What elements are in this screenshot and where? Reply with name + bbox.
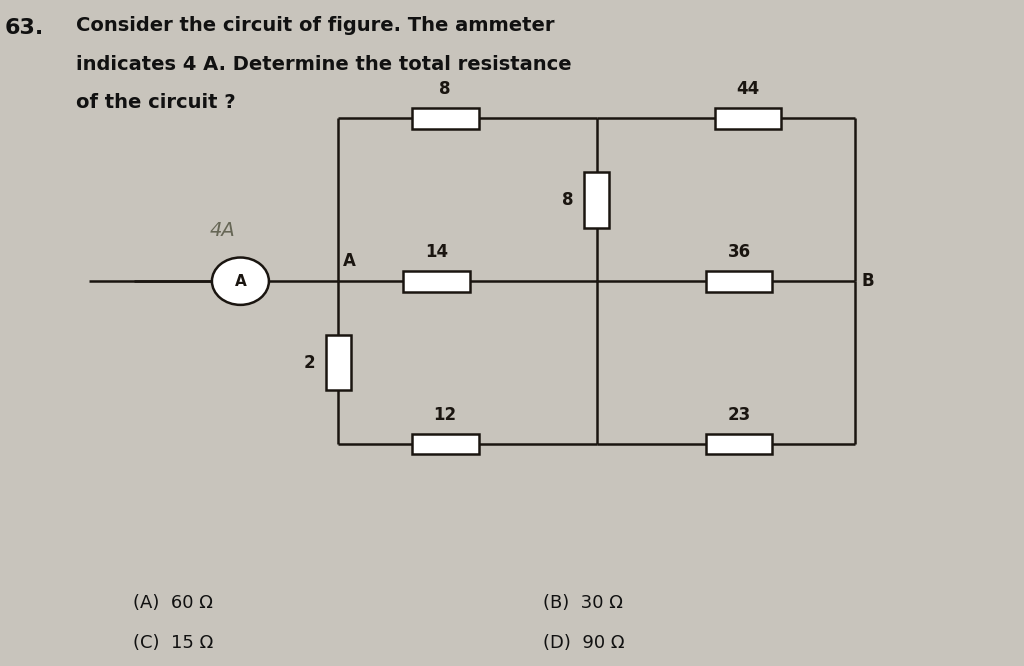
Text: 8: 8 [439, 81, 451, 99]
FancyBboxPatch shape [706, 434, 772, 454]
Text: 8: 8 [562, 190, 573, 209]
FancyBboxPatch shape [706, 271, 772, 292]
Text: (C)  15 Ω: (C) 15 Ω [133, 633, 213, 652]
Text: of the circuit ?: of the circuit ? [76, 93, 236, 113]
FancyBboxPatch shape [584, 172, 609, 228]
Text: 4A: 4A [210, 222, 236, 240]
Text: 2: 2 [303, 354, 315, 372]
FancyBboxPatch shape [412, 108, 478, 129]
Text: 12: 12 [433, 406, 457, 424]
FancyBboxPatch shape [402, 271, 470, 292]
Text: 14: 14 [425, 243, 447, 261]
Text: A: A [343, 252, 355, 270]
Text: B: B [862, 272, 874, 290]
FancyBboxPatch shape [412, 434, 478, 454]
Text: A: A [234, 274, 247, 288]
Text: 44: 44 [736, 81, 760, 99]
Text: 23: 23 [727, 406, 751, 424]
Text: (A)  60 Ω: (A) 60 Ω [133, 593, 213, 612]
Circle shape [212, 258, 269, 305]
FancyBboxPatch shape [715, 108, 781, 129]
Text: 36: 36 [727, 243, 751, 261]
Text: indicates 4 A. Determine the total resistance: indicates 4 A. Determine the total resis… [76, 55, 571, 74]
Text: 63.: 63. [4, 19, 44, 39]
Text: (B)  30 Ω: (B) 30 Ω [543, 593, 623, 612]
FancyBboxPatch shape [326, 335, 351, 390]
Text: Consider the circuit of figure. The ammeter: Consider the circuit of figure. The amme… [76, 16, 554, 35]
Text: (D)  90 Ω: (D) 90 Ω [543, 633, 625, 652]
